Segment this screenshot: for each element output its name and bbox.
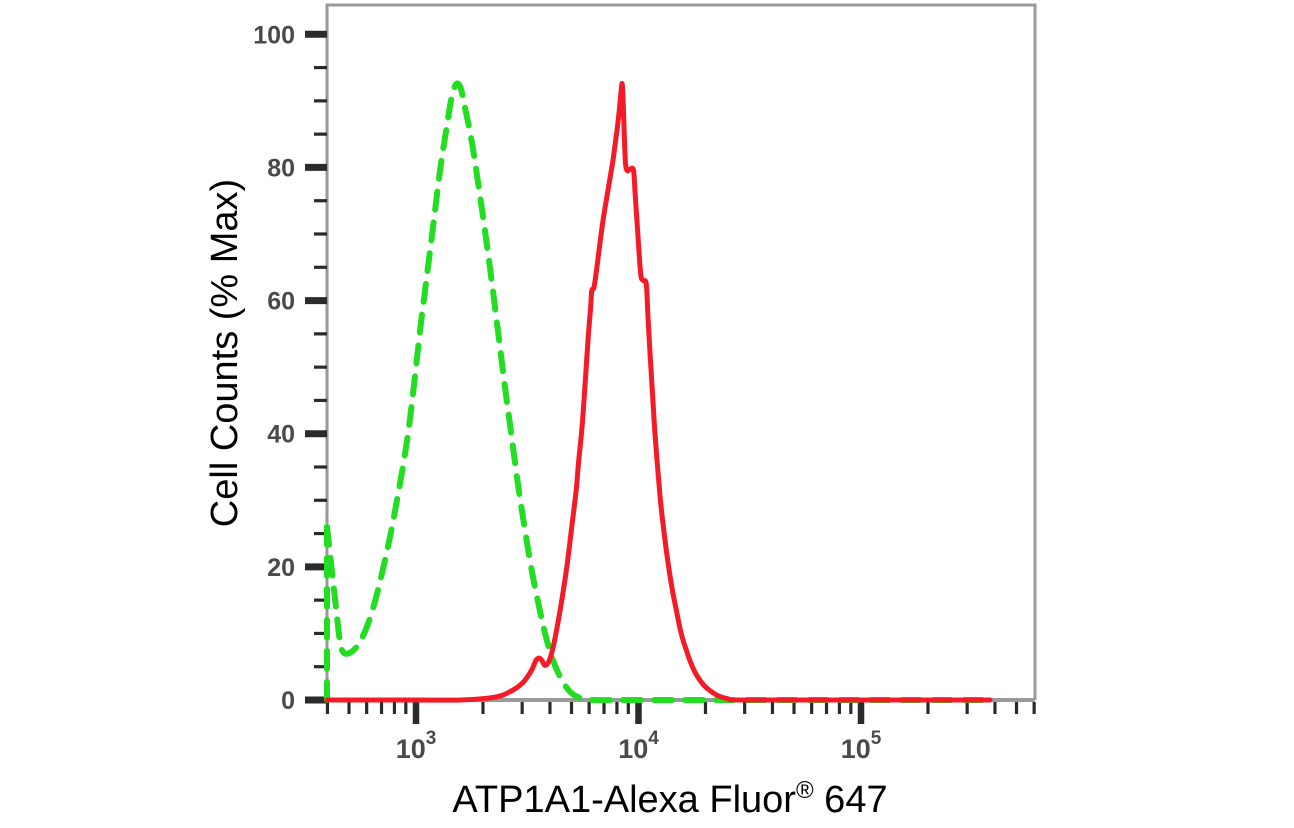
y-axis-tick-labels: 0 20 40 60 80 100 <box>253 21 295 715</box>
x-axis-title: ATP1A1-Alexa Fluor® 647 <box>452 777 887 821</box>
sample-curve <box>324 81 993 703</box>
y-axis-title: Cell Counts (% Max) <box>204 179 246 527</box>
x-tick-exponent: 5 <box>871 728 882 749</box>
y-tick-label: 0 <box>281 687 295 715</box>
x-tick-mantissa: 10 <box>618 734 648 764</box>
y-tick-label: 100 <box>253 21 295 49</box>
plot-frame <box>325 3 1037 702</box>
x-axis-title-main: ATP1A1-Alexa Fluor <box>452 779 796 821</box>
x-axis-ticks <box>325 702 1036 724</box>
y-axis-ticks <box>305 30 327 704</box>
x-axis-tick-labels: 103 104 105 <box>396 728 882 764</box>
x-tick-exponent: 3 <box>426 728 437 749</box>
x-tick-label: 103 <box>396 728 437 764</box>
registered-trademark-icon: ® <box>796 777 814 804</box>
y-tick-label: 20 <box>267 554 295 582</box>
y-tick-label: 40 <box>267 421 295 449</box>
y-tick-label: 60 <box>267 288 295 316</box>
x-tick-mantissa: 10 <box>841 734 871 764</box>
x-axis-title-tail: 647 <box>814 779 888 821</box>
x-tick-label: 105 <box>841 728 882 764</box>
x-tick-exponent: 4 <box>648 728 659 749</box>
plot-border <box>325 3 1037 700</box>
y-tick-label: 80 <box>267 154 295 182</box>
x-tick-mantissa: 10 <box>396 734 426 764</box>
data-curves <box>324 80 994 704</box>
x-tick-label: 104 <box>618 728 659 764</box>
control-curve <box>324 80 994 704</box>
